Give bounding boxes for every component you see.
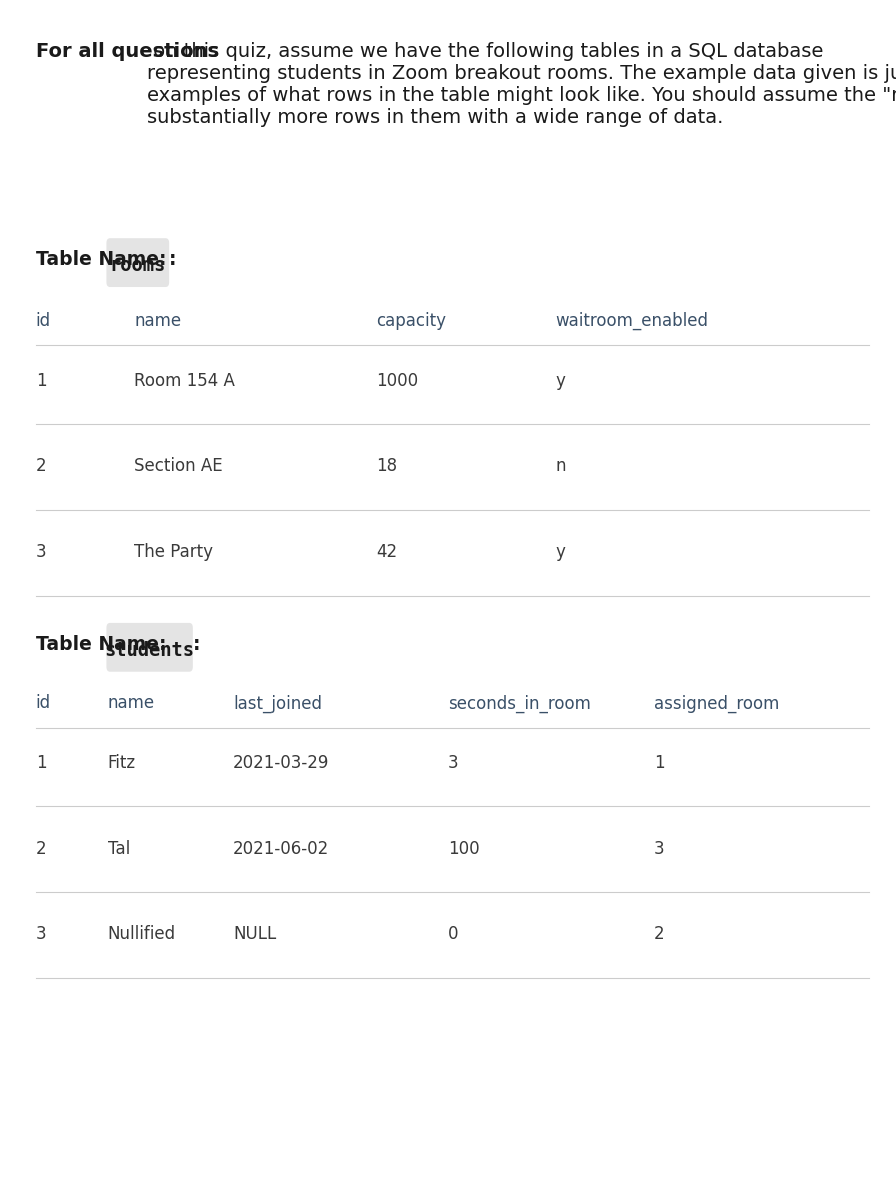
Text: 3: 3 bbox=[36, 925, 47, 943]
Text: n: n bbox=[556, 457, 566, 475]
Text: y: y bbox=[556, 372, 565, 389]
Text: capacity: capacity bbox=[376, 312, 446, 330]
Text: :: : bbox=[193, 635, 201, 654]
Text: 1: 1 bbox=[36, 754, 47, 772]
Text: name: name bbox=[134, 312, 182, 330]
Text: 2: 2 bbox=[36, 457, 47, 475]
Text: id: id bbox=[36, 694, 51, 712]
Text: 100: 100 bbox=[448, 840, 479, 858]
Text: 3: 3 bbox=[448, 754, 459, 772]
Text: 18: 18 bbox=[376, 457, 398, 475]
Text: Tal: Tal bbox=[108, 840, 130, 858]
Text: 2021-06-02: 2021-06-02 bbox=[233, 840, 329, 858]
Text: Table Name:: Table Name: bbox=[36, 250, 173, 269]
Text: Room 154 A: Room 154 A bbox=[134, 372, 236, 389]
Text: Nullified: Nullified bbox=[108, 925, 176, 943]
FancyBboxPatch shape bbox=[107, 238, 169, 287]
Text: last_joined: last_joined bbox=[233, 694, 322, 712]
Text: waitroom_enabled: waitroom_enabled bbox=[556, 312, 709, 330]
Text: NULL: NULL bbox=[233, 925, 276, 943]
Text: 1000: 1000 bbox=[376, 372, 418, 389]
Text: seconds_in_room: seconds_in_room bbox=[448, 694, 590, 712]
Text: Fitz: Fitz bbox=[108, 754, 135, 772]
Text: For all questions: For all questions bbox=[36, 42, 219, 61]
FancyBboxPatch shape bbox=[107, 623, 193, 672]
Text: students: students bbox=[105, 641, 194, 660]
Text: :: : bbox=[169, 250, 177, 269]
Text: on this quiz, assume we have the following tables in a SQL database
representing: on this quiz, assume we have the followi… bbox=[147, 42, 896, 126]
Text: id: id bbox=[36, 312, 51, 330]
Text: y: y bbox=[556, 543, 565, 561]
Text: Section AE: Section AE bbox=[134, 457, 223, 475]
Text: 1: 1 bbox=[654, 754, 665, 772]
Text: 2021-03-29: 2021-03-29 bbox=[233, 754, 330, 772]
Text: 2: 2 bbox=[36, 840, 47, 858]
Text: rooms: rooms bbox=[109, 256, 166, 275]
Text: assigned_room: assigned_room bbox=[654, 694, 780, 712]
Text: 3: 3 bbox=[654, 840, 665, 858]
Text: 42: 42 bbox=[376, 543, 398, 561]
Text: 2: 2 bbox=[654, 925, 665, 943]
Text: name: name bbox=[108, 694, 155, 712]
Text: Table Name:: Table Name: bbox=[36, 635, 173, 654]
Text: 0: 0 bbox=[448, 925, 459, 943]
Text: The Party: The Party bbox=[134, 543, 213, 561]
Text: 1: 1 bbox=[36, 372, 47, 389]
Text: 3: 3 bbox=[36, 543, 47, 561]
